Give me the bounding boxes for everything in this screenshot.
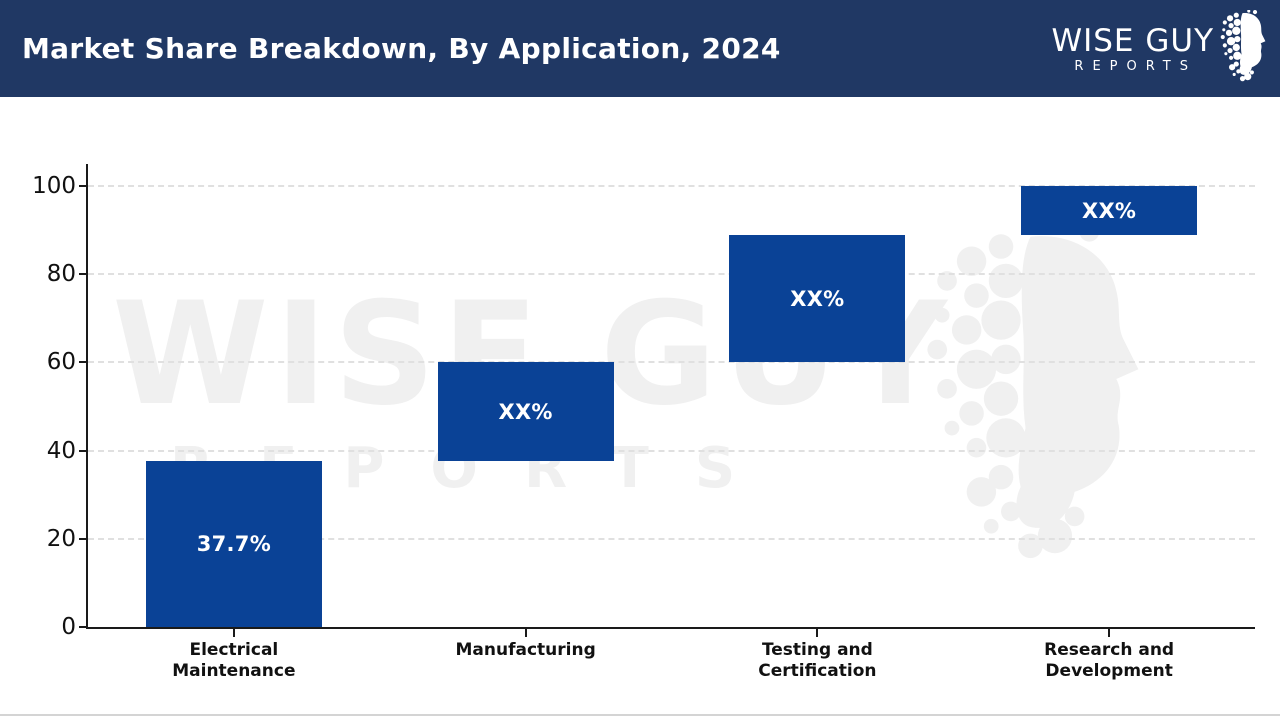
x-tick-mark <box>524 629 527 637</box>
y-tick-mark <box>79 626 87 628</box>
y-tick-label: 0 <box>61 614 76 640</box>
x-axis-label: Manufacturing <box>455 640 596 660</box>
gridline <box>88 537 1255 540</box>
y-tick-mark <box>79 361 87 364</box>
y-tick-mark <box>79 185 87 187</box>
y-tick-label: 100 <box>32 173 76 199</box>
brand-subtitle: REPORTS <box>1074 58 1198 74</box>
gridline <box>88 185 1255 187</box>
y-tick-mark <box>79 273 87 276</box>
bar-value-label: XX% <box>498 399 553 424</box>
x-tick-mark <box>816 629 819 637</box>
page-title: Market Share Breakdown, By Application, … <box>22 32 781 65</box>
brand-logo-text: WISE GUY REPORTS <box>1051 24 1214 74</box>
bar-value-label: XX% <box>1081 198 1137 223</box>
y-axis-line <box>86 164 88 629</box>
y-tick-label: 80 <box>46 261 76 288</box>
footer-divider <box>0 714 1280 716</box>
y-tick-label: 20 <box>46 525 76 552</box>
header-bar: Market Share Breakdown, By Application, … <box>0 0 1280 97</box>
bar-value-label: 37.7% <box>196 531 272 556</box>
y-tick-label: 40 <box>46 437 76 464</box>
gridline <box>88 361 1255 364</box>
y-tick-mark <box>79 537 87 540</box>
x-tick-mark <box>232 629 235 637</box>
y-tick-label: 60 <box>46 349 76 376</box>
brand-logo: WISE GUY REPORTS <box>1051 9 1266 88</box>
face-watermark-icon <box>927 222 1139 559</box>
x-axis-label: Testing and Certification <box>758 640 877 681</box>
x-tick-mark <box>1108 629 1111 637</box>
y-tick-mark <box>79 449 87 452</box>
x-axis-label: Electrical Maintenance <box>172 640 296 681</box>
gridline <box>88 273 1255 276</box>
bar-3: XX% <box>729 235 906 363</box>
brand-name: WISE GUY <box>1051 22 1214 59</box>
bar-1: 37.7% <box>145 460 322 627</box>
face-logo-icon <box>1220 9 1266 81</box>
bar-2: XX% <box>437 362 614 461</box>
bar-4: XX% <box>1021 186 1198 236</box>
x-axis-line <box>86 627 1255 629</box>
gridline <box>88 449 1255 452</box>
x-axis-label: Research and Development <box>1044 640 1175 681</box>
bar-value-label: XX% <box>790 286 845 311</box>
